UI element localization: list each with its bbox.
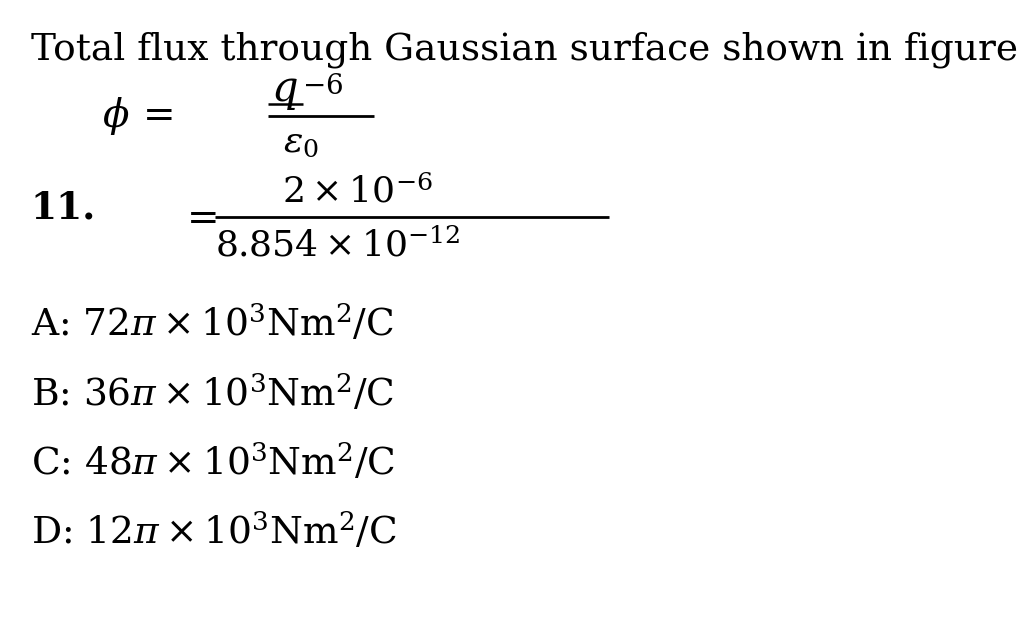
- Text: $\phi\,=$: $\phi\,=$: [102, 96, 173, 137]
- Text: C: $48\pi \times 10^3\mathrm{Nm^2/C}$: C: $48\pi \times 10^3\mathrm{Nm^2/C}$: [31, 442, 395, 483]
- Text: $-6$: $-6$: [302, 74, 343, 100]
- Text: 11.: 11.: [31, 189, 96, 226]
- Text: D: $12\pi \times 10^3\mathrm{Nm^2/C}$: D: $12\pi \times 10^3\mathrm{Nm^2/C}$: [31, 511, 396, 552]
- Text: $q$: $q$: [271, 70, 298, 112]
- Text: A: $72\pi \times 10^3\mathrm{Nm^2/C}$: A: $72\pi \times 10^3\mathrm{Nm^2/C}$: [31, 303, 394, 345]
- Text: $\varepsilon_0$: $\varepsilon_0$: [283, 125, 318, 159]
- Text: $=$: $=$: [179, 199, 217, 235]
- Text: B: $36\pi \times 10^3\mathrm{Nm^2/C}$: B: $36\pi \times 10^3\mathrm{Nm^2/C}$: [31, 372, 394, 414]
- Text: $8.854\times10^{-12}$: $8.854\times10^{-12}$: [215, 228, 461, 263]
- Text: $2\times10^{-6}$: $2\times10^{-6}$: [282, 174, 432, 209]
- Text: Total flux through Gaussian surface shown in figure is: Total flux through Gaussian surface show…: [31, 31, 1024, 68]
